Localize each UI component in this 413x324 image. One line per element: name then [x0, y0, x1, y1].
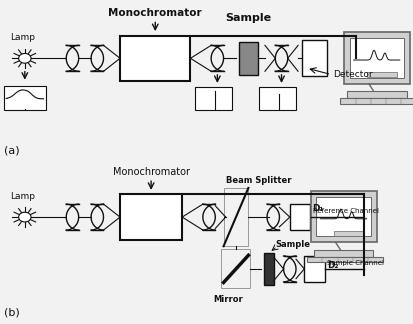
- Bar: [258, 87, 295, 110]
- Text: Lamp: Lamp: [10, 33, 35, 42]
- Bar: [221, 249, 250, 288]
- Text: Detector: Detector: [332, 70, 372, 79]
- Bar: [366, 72, 396, 77]
- Text: (a): (a): [4, 145, 20, 156]
- Bar: [289, 204, 310, 230]
- Text: Sample: Sample: [275, 240, 310, 249]
- Text: D₂: D₂: [326, 261, 338, 270]
- Text: Mirror: Mirror: [212, 295, 242, 304]
- Text: Sample: Sample: [225, 13, 271, 23]
- Bar: [343, 32, 409, 84]
- Bar: [346, 91, 406, 98]
- Text: Reference Channel: Reference Channel: [312, 208, 377, 214]
- Text: Monochromator: Monochromator: [112, 167, 189, 177]
- Bar: [120, 194, 182, 240]
- Bar: [333, 231, 363, 236]
- Bar: [239, 42, 257, 75]
- Bar: [313, 249, 373, 257]
- Bar: [349, 39, 403, 78]
- Text: Beam Splitter: Beam Splitter: [225, 176, 290, 185]
- Bar: [304, 256, 324, 282]
- Text: Sample Channel: Sample Channel: [326, 260, 383, 266]
- Text: Lamp: Lamp: [10, 192, 35, 201]
- Circle shape: [19, 212, 31, 222]
- Bar: [223, 188, 248, 246]
- Bar: [339, 98, 413, 104]
- Bar: [263, 253, 273, 285]
- Bar: [301, 40, 326, 76]
- Bar: [306, 257, 382, 262]
- Text: D₁: D₁: [312, 204, 323, 214]
- Text: (b): (b): [4, 307, 20, 318]
- Text: Monochromator: Monochromator: [108, 8, 202, 18]
- Bar: [316, 197, 370, 237]
- Bar: [120, 36, 190, 81]
- Bar: [310, 191, 376, 242]
- Circle shape: [19, 53, 31, 63]
- Bar: [194, 87, 231, 110]
- Bar: [4, 86, 45, 110]
